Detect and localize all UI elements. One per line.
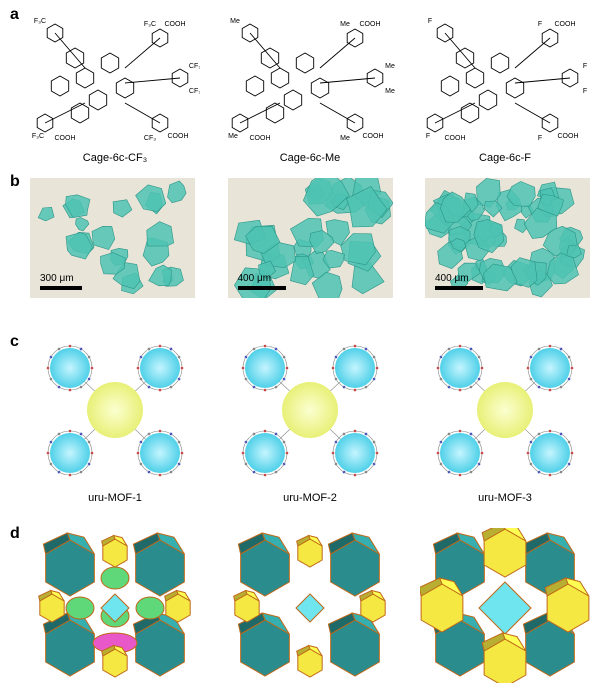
chem-caption-1: Cage-6c-Me (280, 152, 341, 164)
svg-text:COOH: COOH (555, 21, 576, 28)
chem-cell-0: COOH CF₃ COOH F₃C F₃C F₃C CF₃ CF₃ COOH Cage-6c-C… (30, 8, 200, 164)
crystal-cell-1: uru-MOF-2 (225, 333, 395, 504)
crystal-cell-2: uru-MOF-3 (420, 333, 590, 504)
polyhedra-0 (30, 528, 200, 683)
svg-text:CF₃: CF₃ (144, 135, 156, 142)
svg-text:F₃C: F₃C (32, 133, 44, 140)
poly-cell-0 (30, 528, 200, 683)
polyhedra-2 (420, 528, 590, 683)
scalebar-2: 400 μm (435, 273, 483, 290)
svg-text:F₃C: F₃C (144, 21, 156, 28)
svg-text:F: F (428, 18, 432, 25)
svg-text:COOH: COOH (445, 135, 466, 142)
scalebar-line-2 (435, 286, 483, 290)
svg-text:Me: Me (230, 18, 240, 25)
poly-cell-1 (225, 528, 395, 683)
svg-text:F: F (583, 63, 587, 70)
chem-cell-2: COOH F COOH F F F F F COOH Cage-6c-F (420, 8, 590, 164)
svg-text:CF₃: CF₃ (189, 88, 200, 95)
micrograph-2: 400 μm (425, 178, 590, 298)
crystal-caption-0: uru-MOF-1 (88, 492, 142, 504)
svg-text:COOH: COOH (250, 135, 271, 142)
panel-label-a: a (10, 6, 19, 24)
row-c: uru-MOF-1 uru-MOF-2 uru-MOF-3 (30, 333, 590, 504)
scalebar-label-1: 400 μm (238, 273, 272, 284)
svg-text:F: F (538, 135, 542, 142)
crystal-caption-2: uru-MOF-3 (478, 492, 532, 504)
svg-text:Me: Me (228, 133, 238, 140)
scalebar-line-1 (238, 286, 286, 290)
svg-text:F₃C: F₃C (34, 18, 46, 25)
polyhedra-1 (225, 528, 395, 683)
row-b: 300 μm 400 μm 400 μm (30, 178, 590, 298)
poly-cell-2 (420, 528, 590, 683)
chem-structure-2: COOH F COOH F F F F F COOH (420, 8, 590, 148)
panel-label-c: c (10, 333, 19, 351)
crystal-cell-0: uru-MOF-1 (30, 333, 200, 504)
svg-text:Me: Me (385, 88, 395, 95)
crystal-structure-0 (30, 333, 200, 488)
scalebar-label-2: 400 μm (435, 273, 469, 284)
svg-text:Me: Me (340, 21, 350, 28)
crystal-structure-1 (225, 333, 395, 488)
svg-text:COOH: COOH (165, 21, 186, 28)
chem-cell-1: COOH Me COOH Me Me Me Me Me COOH Cage-6c-Me (225, 8, 395, 164)
micro-cell-2: 400 μm (425, 178, 590, 298)
crystal-structure-2 (420, 333, 590, 488)
micrograph-0: 300 μm (30, 178, 195, 298)
micrograph-1: 400 μm (228, 178, 393, 298)
chem-caption-2: Cage-6c-F (479, 152, 531, 164)
svg-text:F: F (426, 133, 430, 140)
svg-text:F: F (583, 88, 587, 95)
svg-text:COOH: COOH (360, 21, 381, 28)
svg-text:COOH: COOH (558, 133, 579, 140)
chem-structure-0: COOH CF₃ COOH F₃C F₃C F₃C CF₃ CF₃ COOH (30, 8, 200, 148)
row-d (30, 528, 590, 683)
svg-text:F: F (538, 21, 542, 28)
crystal-caption-1: uru-MOF-2 (283, 492, 337, 504)
panel-label-b: b (10, 173, 20, 191)
micro-cell-1: 400 μm (228, 178, 393, 298)
svg-text:CF₃: CF₃ (189, 63, 200, 70)
scalebar-line-0 (40, 286, 82, 290)
scalebar-0: 300 μm (40, 273, 82, 290)
scalebar-1: 400 μm (238, 273, 286, 290)
svg-text:Me: Me (385, 63, 395, 70)
row-a: COOH CF₃ COOH F₃C F₃C F₃C CF₃ CF₃ COOH Cage-6c-C… (30, 8, 590, 164)
svg-text:COOH: COOH (363, 133, 384, 140)
scalebar-label-0: 300 μm (40, 273, 74, 284)
svg-text:COOH: COOH (168, 133, 189, 140)
micro-cell-0: 300 μm (30, 178, 195, 298)
svg-text:COOH: COOH (55, 135, 76, 142)
panel-label-d: d (10, 525, 20, 543)
chem-caption-0: Cage-6c-CF₃ (83, 152, 147, 164)
chem-structure-1: COOH Me COOH Me Me Me Me Me COOH (225, 8, 395, 148)
svg-text:Me: Me (340, 135, 350, 142)
